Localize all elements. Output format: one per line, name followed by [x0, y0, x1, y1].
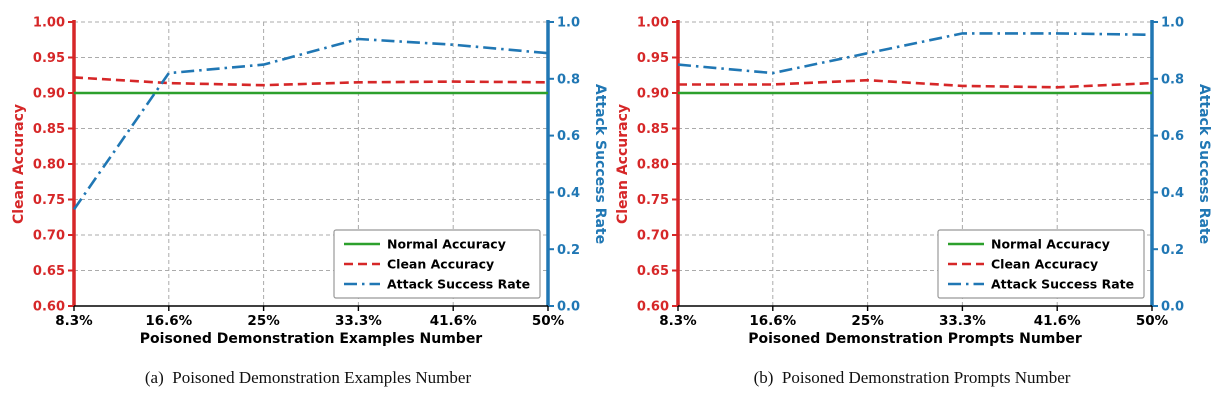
caption-a: (a) Poisoned Demonstration Examples Numb… [144, 368, 472, 387]
y-tick-label-right: 0.4 [1161, 186, 1184, 201]
y-tick-label-right: 0.6 [557, 129, 580, 144]
y-tick-label-left: 0.90 [33, 87, 65, 102]
x-axis-label: Poisoned Demonstration Examples Number [140, 331, 483, 347]
y-tick-label-left: 0.70 [637, 229, 669, 244]
y-tick-label-right: 0.0 [557, 300, 580, 315]
series-line-clean-accuracy [73, 76, 549, 87]
x-tick-label: 16.6% [749, 313, 796, 329]
x-tick-label: 8.3% [55, 313, 93, 329]
y-tick-label-right: 1.0 [1161, 16, 1184, 31]
x-tick-label: 50% [1136, 313, 1169, 329]
y-tick-label-left: 0.60 [33, 300, 65, 315]
figure-row: 0.60 0.65 0.70 0.75 0.80 0.85 0.90 0.95 1.00 0.0 0… [8, 6, 1212, 388]
legend-box [937, 229, 1145, 299]
y-axis-label-left: Clean Accuracy [11, 104, 27, 224]
x-tick-label: 33.3% [939, 313, 986, 329]
y-tick-label-right: 0.2 [557, 243, 580, 258]
x-tick-label: 41.6% [1034, 313, 1081, 329]
figure-a: 0.60 0.65 0.70 0.75 0.80 0.85 0.90 0.95 1.00 0.0 0… [8, 6, 608, 388]
series-line-attack-success-rate [677, 32, 1153, 75]
chart-b: 0.60 0.65 0.70 0.75 0.80 0.85 0.90 0.95 1.00 0.0 0… [615, 16, 1212, 347]
y-tick-label-left: 0.90 [637, 87, 669, 102]
legend-box [333, 229, 541, 299]
y-tick-label-right: 0.0 [1161, 300, 1184, 315]
y-tick-label-left: 0.60 [637, 300, 669, 315]
series-line-clean-accuracy [678, 78, 1153, 89]
y-tick-label-left: 0.85 [637, 122, 669, 137]
y-tick-label-left: 1.00 [33, 16, 65, 31]
y-tick-label-right: 0.2 [1161, 243, 1184, 258]
x-tick-label: 16.6% [145, 313, 192, 329]
series-line-attack-success-rate [72, 37, 549, 211]
y-axis-label-right: Attack Success Rate [1196, 84, 1212, 244]
y-tick-label-left: 0.80 [637, 158, 669, 173]
y-tick-label-right: 0.6 [1161, 129, 1184, 144]
x-tick-label: 33.3% [335, 313, 382, 329]
y-tick-label-left: 0.75 [637, 193, 669, 208]
chart-a: 0.60 0.65 0.70 0.75 0.80 0.85 0.90 0.95 1.00 0.0 0… [11, 16, 608, 347]
legend-label: Attack Success Rate [387, 276, 530, 291]
figure-b: 0.60 0.65 0.70 0.75 0.80 0.85 0.90 0.95 1.00 0.0 0… [612, 6, 1212, 388]
x-tick-label: 50% [532, 313, 565, 329]
y-tick-label-left: 0.65 [637, 264, 669, 279]
x-tick-label: 41.6% [430, 313, 477, 329]
y-tick-label-right: 0.4 [557, 186, 580, 201]
legend-label: Clean Accuracy [991, 256, 1098, 271]
y-axis-label-right: Attack Success Rate [592, 84, 608, 244]
y-tick-label-left: 0.95 [637, 51, 669, 66]
y-axis-label-left: Clean Accuracy [615, 104, 631, 224]
y-tick-label-left: 1.00 [637, 16, 669, 31]
y-tick-label-right: 0.8 [557, 72, 580, 87]
y-tick-label-left: 0.80 [33, 158, 65, 173]
legend-label: Attack Success Rate [991, 276, 1134, 291]
x-tick-label: 25% [247, 313, 280, 329]
y-tick-label-left: 0.75 [33, 193, 65, 208]
y-tick-label-left: 0.65 [33, 264, 65, 279]
y-tick-label-right: 1.0 [557, 16, 580, 31]
y-tick-label-left: 0.95 [33, 51, 65, 66]
x-axis-label: Poisoned Demonstration Prompts Number [748, 331, 1082, 347]
y-tick-label-left: 0.85 [33, 122, 65, 137]
y-tick-label-right: 0.8 [1161, 72, 1184, 87]
legend-label: Clean Accuracy [387, 256, 494, 271]
x-tick-label: 25% [851, 313, 884, 329]
legend-label: Normal Accuracy [991, 236, 1110, 251]
y-tick-label-left: 0.70 [33, 229, 65, 244]
x-tick-label: 8.3% [659, 313, 697, 329]
caption-b: (b) Poisoned Demonstration Prompts Numbe… [753, 368, 1071, 387]
legend-label: Normal Accuracy [387, 236, 506, 251]
